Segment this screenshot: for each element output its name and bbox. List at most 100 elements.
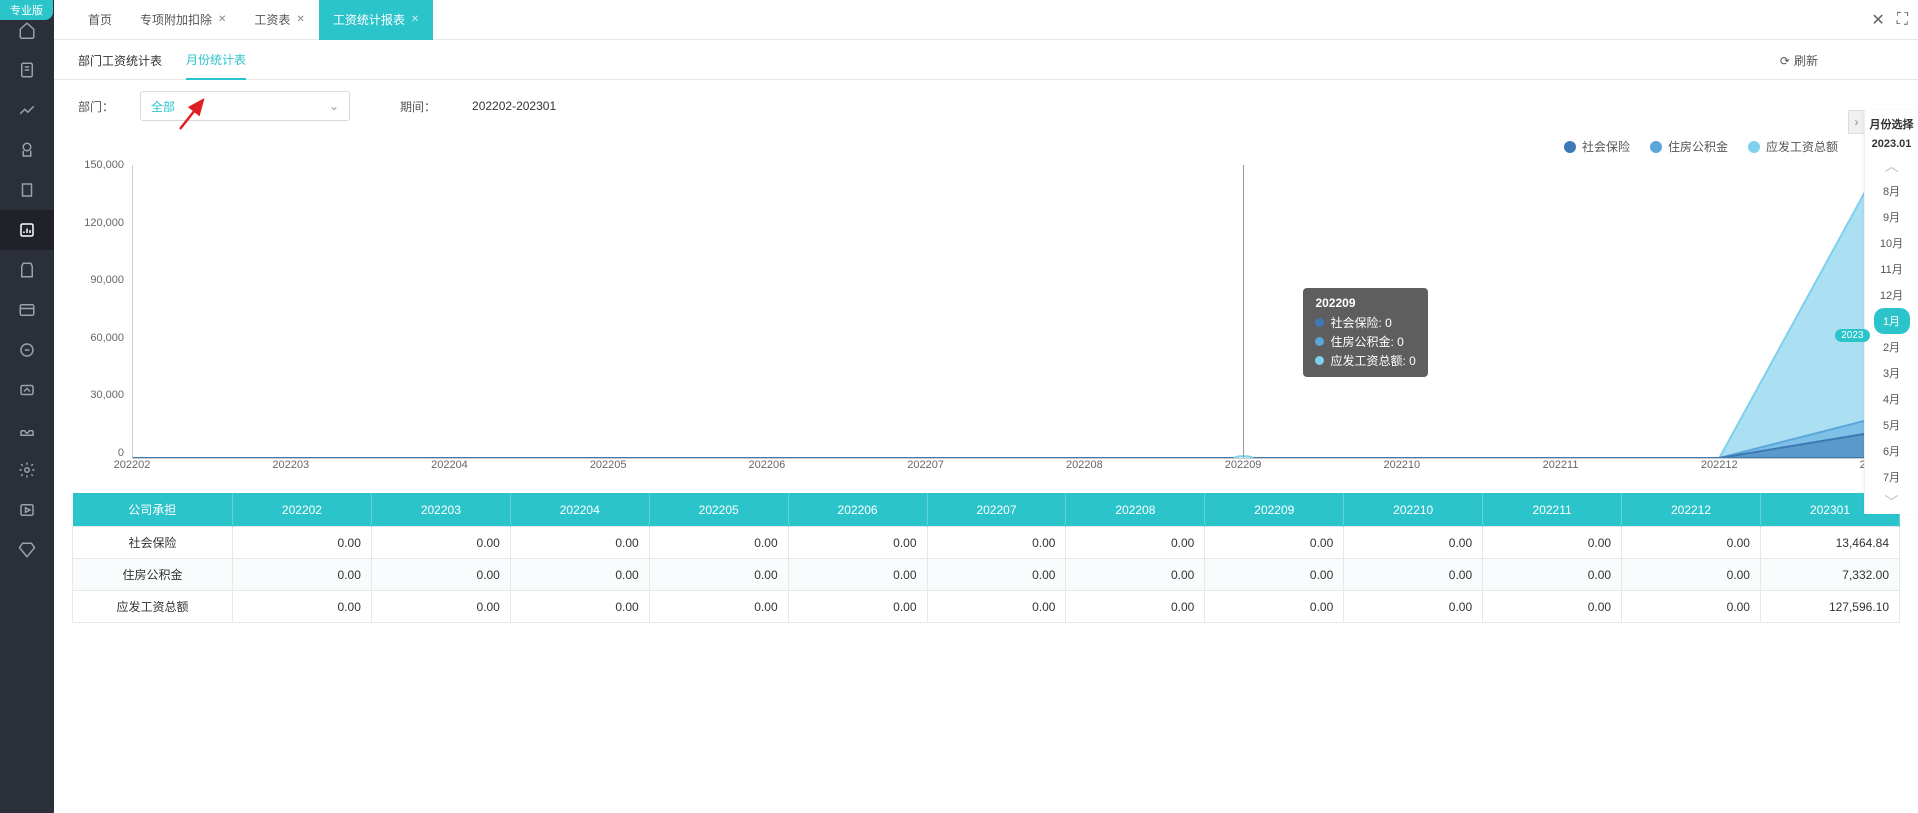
table-header: 202211 xyxy=(1483,493,1622,527)
table-cell: 0.00 xyxy=(649,559,788,591)
x-tick-label: 202211 xyxy=(1543,459,1579,471)
month-item[interactable]: 5月 xyxy=(1865,412,1918,438)
month-item[interactable]: 11月 xyxy=(1865,256,1918,282)
table-cell: 0.00 xyxy=(649,591,788,623)
table-header: 202202 xyxy=(233,493,372,527)
table-header: 202204 xyxy=(510,493,649,527)
legend-item[interactable]: 社会保险 xyxy=(1564,138,1630,155)
refresh-button[interactable]: ⟳ 刷新 xyxy=(1780,52,1818,79)
table-cell: 0.00 xyxy=(1066,591,1205,623)
table-cell: 0.00 xyxy=(1066,527,1205,559)
tooltip-title: 202209 xyxy=(1315,296,1415,310)
table-cell: 0.00 xyxy=(649,527,788,559)
nav-wallet-icon[interactable] xyxy=(17,340,37,360)
y-tick-label: 150,000 xyxy=(68,159,124,171)
month-item[interactable]: 2月 xyxy=(1865,334,1918,360)
table-cell: 0.00 xyxy=(1066,559,1205,591)
y-tick-label: 120,000 xyxy=(68,217,124,229)
table-cell: 0.00 xyxy=(1205,559,1344,591)
tab-deduction[interactable]: 专项附加扣除 ✕ xyxy=(126,0,240,40)
tab-salary-report[interactable]: 工资统计报表✕ xyxy=(319,0,433,40)
nav-settings-icon[interactable] xyxy=(17,460,37,480)
legend-item[interactable]: 应发工资总额 xyxy=(1748,138,1838,155)
fullscreen-icon[interactable]: ⛶ xyxy=(1897,11,1908,29)
table-cell: 0.00 xyxy=(233,559,372,591)
close-icon[interactable]: ✕ xyxy=(411,14,419,25)
tab-label: 专项附加扣除 xyxy=(140,11,212,28)
table-cell: 0.00 xyxy=(510,527,649,559)
month-next-icon[interactable]: ﹀ xyxy=(1885,490,1899,514)
nav-home-icon[interactable] xyxy=(17,20,37,40)
subtab-month-stats[interactable]: 月份统计表 xyxy=(186,51,246,80)
tab-home[interactable]: 首页 xyxy=(74,0,126,40)
table-row: 应发工资总额0.000.000.000.000.000.000.000.000.… xyxy=(73,591,1900,623)
month-item[interactable]: 6月 xyxy=(1865,438,1918,464)
nav-building-icon[interactable] xyxy=(17,180,37,200)
nav-money-icon[interactable] xyxy=(17,140,37,160)
x-tick-label: 202209 xyxy=(1225,459,1262,471)
table-cell: 0.00 xyxy=(510,559,649,591)
subtab-dept-stats[interactable]: 部门工资统计表 xyxy=(78,52,162,79)
dept-select[interactable]: 全部 ⌄ xyxy=(140,91,350,121)
table-cell: 0.00 xyxy=(788,527,927,559)
y-tick-label: 90,000 xyxy=(68,274,124,286)
month-item[interactable]: 8月 xyxy=(1865,178,1918,204)
row-label: 应发工资总额 xyxy=(73,591,233,623)
table-cell: 0.00 xyxy=(1483,527,1622,559)
sub-tabs: 部门工资统计表 月份统计表 ⟳ 刷新 xyxy=(54,40,1918,80)
close-all-icon[interactable]: ✕ xyxy=(1871,10,1884,30)
table-cell: 0.00 xyxy=(1344,559,1483,591)
close-icon[interactable]: ✕ xyxy=(296,14,304,25)
table-cell: 0.00 xyxy=(1205,591,1344,623)
tooltip-row: 应发工资总额: 0 xyxy=(1315,352,1415,369)
table-cell: 13,464.84 xyxy=(1760,527,1899,559)
close-icon[interactable]: ✕ xyxy=(218,14,226,25)
month-item[interactable]: 1月2023 xyxy=(1874,308,1910,334)
month-item[interactable]: 3月 xyxy=(1865,360,1918,386)
table-cell: 0.00 xyxy=(1483,591,1622,623)
nav-diamond-icon[interactable] xyxy=(17,540,37,560)
tabs-actions: ✕ ⛶ xyxy=(1871,10,1908,30)
filters-row: 部门： 全部 ⌄ 期间： 202202-202301 xyxy=(54,80,1918,132)
table-row: 社会保险0.000.000.000.000.000.000.000.000.00… xyxy=(73,527,1900,559)
table-header: 202208 xyxy=(1066,493,1205,527)
tab-label: 工资表 xyxy=(254,11,290,28)
x-tick-label: 202205 xyxy=(590,459,627,471)
nav-inbox-icon[interactable] xyxy=(17,420,37,440)
tab-salary[interactable]: 工资表 ✕ xyxy=(240,0,318,40)
month-item[interactable]: 4月 xyxy=(1865,386,1918,412)
legend-label: 社会保险 xyxy=(1582,138,1630,155)
panel-collapse-handle[interactable]: › xyxy=(1848,110,1864,134)
table-cell: 0.00 xyxy=(788,591,927,623)
table-header: 202206 xyxy=(788,493,927,527)
table-cell: 0.00 xyxy=(788,559,927,591)
area-chart[interactable]: 150,000120,00090,00060,00030,0000 202209… xyxy=(132,159,1878,479)
table-header: 202203 xyxy=(371,493,510,527)
table-cell: 127,596.10 xyxy=(1760,591,1899,623)
table-cell: 0.00 xyxy=(1344,527,1483,559)
nav-download-icon[interactable] xyxy=(17,380,37,400)
period-value: 202202-202301 xyxy=(472,99,556,113)
table-cell: 0.00 xyxy=(233,591,372,623)
table-cell: 0.00 xyxy=(371,591,510,623)
month-item[interactable]: 9月 xyxy=(1865,204,1918,230)
legend-item[interactable]: 住房公积金 xyxy=(1650,138,1728,155)
table-header: 202205 xyxy=(649,493,788,527)
nav-invoice-icon[interactable] xyxy=(17,260,37,280)
nav-doc-icon[interactable] xyxy=(17,60,37,80)
nav-dashboard-icon[interactable] xyxy=(17,300,37,320)
nav-report-icon[interactable] xyxy=(0,210,54,250)
y-tick-label: 60,000 xyxy=(68,332,124,344)
month-item[interactable]: 10月 xyxy=(1865,230,1918,256)
data-table: 公司承担202202202203202204202205202206202207… xyxy=(72,493,1900,623)
table-cell: 7,332.00 xyxy=(1760,559,1899,591)
nav-media-icon[interactable] xyxy=(17,500,37,520)
table-header: 202210 xyxy=(1344,493,1483,527)
table-cell: 0.00 xyxy=(510,591,649,623)
nav-chart-icon[interactable] xyxy=(17,100,37,120)
month-item[interactable]: 7月 xyxy=(1865,464,1918,490)
month-prev-icon[interactable]: ︿ xyxy=(1885,154,1899,178)
table-cell: 0.00 xyxy=(927,559,1066,591)
month-item[interactable]: 12月 xyxy=(1865,282,1918,308)
table-cell: 0.00 xyxy=(1344,591,1483,623)
